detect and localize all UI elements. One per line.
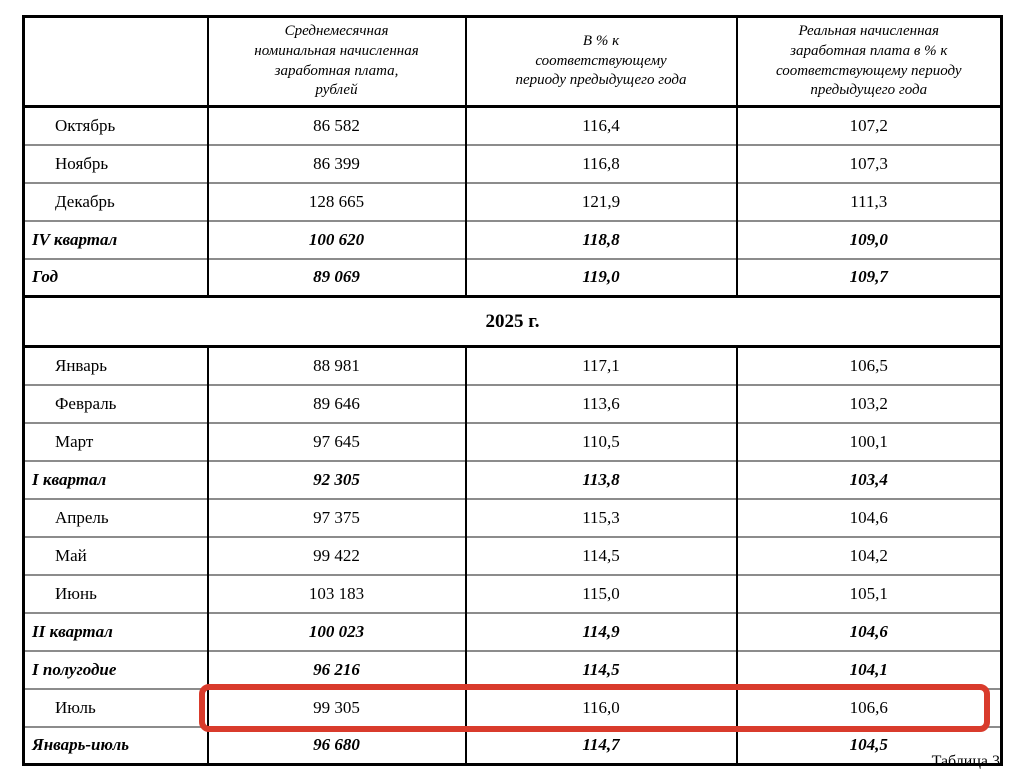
row-label: II квартал bbox=[23, 611, 208, 651]
cell-real: 106,5 bbox=[735, 346, 1002, 385]
row-label: Июль bbox=[23, 687, 208, 727]
cell-pct: 114,5 bbox=[464, 649, 737, 689]
cell-pct: 116,4 bbox=[464, 106, 737, 145]
cell-real: 107,2 bbox=[735, 106, 1002, 145]
cell-real: 106,6 bbox=[735, 687, 1002, 727]
table-row: Май 99 422 114,5 104,2 bbox=[23, 535, 1002, 575]
cell-real: 107,3 bbox=[735, 143, 1002, 183]
column-header-nominal-wage: Среднемесячная номинальная начисленная з… bbox=[206, 16, 466, 108]
cell-pct: 115,0 bbox=[464, 573, 737, 613]
cell-nominal: 86 399 bbox=[206, 143, 466, 183]
cell-pct: 114,9 bbox=[464, 611, 737, 651]
row-label: Год bbox=[23, 257, 208, 297]
cell-nominal: 89 646 bbox=[206, 383, 466, 423]
table-row-quarter-2: II квартал 100 023 114,9 104,6 bbox=[23, 611, 1002, 651]
cell-nominal: 99 422 bbox=[206, 535, 466, 575]
cell-real: 103,4 bbox=[735, 459, 1002, 499]
cell-pct: 116,8 bbox=[464, 143, 737, 183]
row-label: I квартал bbox=[23, 459, 208, 499]
header-row: Среднемесячная номинальная начисленная з… bbox=[23, 16, 1002, 108]
row-label: Январь-июль bbox=[23, 725, 208, 765]
cell-nominal: 99 305 bbox=[206, 687, 466, 727]
cell-nominal: 97 375 bbox=[206, 497, 466, 537]
row-label: Январь bbox=[55, 355, 108, 375]
cell-real: 104,2 bbox=[735, 535, 1002, 575]
cell-real: 104,1 bbox=[735, 649, 1002, 689]
row-label: Ноябрь bbox=[23, 143, 208, 183]
table-row: Апрель 97 375 115,3 104,6 bbox=[23, 497, 1002, 537]
row-label: Октябрь bbox=[55, 115, 116, 135]
row-label: Февраль bbox=[23, 383, 208, 423]
cell-nominal: 96 680 bbox=[206, 725, 466, 765]
cell-real: 104,5 bbox=[735, 725, 1002, 765]
data-table: Среднемесячная номинальная начисленная з… bbox=[22, 15, 1003, 766]
cell-pct: 117,1 bbox=[464, 346, 737, 385]
section-row-2025: 2025 г. bbox=[23, 295, 1002, 348]
table-row: Февраль 89 646 113,6 103,2 bbox=[23, 383, 1002, 423]
cell-nominal: 100 620 bbox=[206, 219, 466, 259]
cell-pct: 114,7 bbox=[464, 725, 737, 765]
row-label: IV квартал bbox=[23, 219, 208, 259]
cell-pct: 118,8 bbox=[464, 219, 737, 259]
cell-nominal: 100 023 bbox=[206, 611, 466, 651]
cell-nominal: 96 216 bbox=[206, 649, 466, 689]
cell-real: 104,6 bbox=[735, 497, 1002, 537]
cell-real: 109,7 bbox=[735, 257, 1002, 297]
row-label: I полугодие bbox=[23, 649, 208, 689]
table-row-half-year: I полугодие 96 216 114,5 104,1 bbox=[23, 649, 1002, 689]
row-label: Июнь bbox=[23, 573, 208, 613]
row-label: Май bbox=[23, 535, 208, 575]
cell-real: 105,1 bbox=[735, 573, 1002, 613]
row-label: Март bbox=[23, 421, 208, 461]
cell-pct: 113,8 bbox=[464, 459, 737, 499]
cell-real: 100,1 bbox=[735, 421, 1002, 461]
table-row: Июнь 103 183 115,0 105,1 bbox=[23, 573, 1002, 613]
column-header-period bbox=[23, 16, 208, 108]
cell-pct: 119,0 bbox=[464, 257, 737, 297]
cell-pct: 114,5 bbox=[464, 535, 737, 575]
table-row: Март 97 645 110,5 100,1 bbox=[23, 421, 1002, 461]
cell-nominal: 128 665 bbox=[206, 181, 466, 221]
cell-nominal: 88 981 bbox=[206, 346, 466, 385]
table-row-quarter-4: IV квартал 100 620 118,8 109,0 bbox=[23, 219, 1002, 259]
cell-real: 104,6 bbox=[735, 611, 1002, 651]
cell-real: 103,2 bbox=[735, 383, 1002, 423]
cell-real: 109,0 bbox=[735, 219, 1002, 259]
table-row-jan-jul-total: Январь-июль 96 680 114,7 104,5 bbox=[23, 725, 1002, 765]
cell-real: 111,3 bbox=[735, 181, 1002, 221]
table-row: Октябрь 86 582 116,4 107,2 bbox=[24, 106, 1002, 145]
section-title: 2025 г. bbox=[23, 295, 1002, 348]
cell-pct: 113,6 bbox=[464, 383, 737, 423]
table-caption: Таблица 3 bbox=[931, 753, 1000, 770]
table-row: Декабрь 128 665 121,9 111,3 bbox=[23, 181, 1002, 221]
column-header-real-wage: Реальная начисленная заработная плата в … bbox=[735, 16, 1002, 108]
row-label: Декабрь bbox=[23, 181, 208, 221]
table-row-july-highlighted: Июль 99 305 116,0 106,6 bbox=[23, 687, 1002, 727]
cell-nominal: 97 645 bbox=[206, 421, 466, 461]
cell-nominal: 86 582 bbox=[206, 106, 466, 145]
cell-pct: 110,5 bbox=[464, 421, 737, 461]
column-header-pct-prev-year: В % к соответствующему периоду предыдуще… bbox=[464, 16, 737, 108]
table-row-year-total: Год 89 069 119,0 109,7 bbox=[23, 257, 1002, 297]
row-label: Апрель bbox=[23, 497, 208, 537]
cell-nominal: 89 069 bbox=[206, 257, 466, 297]
table-row: Январь 88 981 117,1 106,5 bbox=[24, 346, 1002, 385]
cell-nominal: 92 305 bbox=[206, 459, 466, 499]
cell-pct: 115,3 bbox=[464, 497, 737, 537]
table-row: Ноябрь 86 399 116,8 107,3 bbox=[23, 143, 1002, 183]
table-row-quarter-1: I квартал 92 305 113,8 103,4 bbox=[23, 459, 1002, 499]
cell-pct: 121,9 bbox=[464, 181, 737, 221]
cell-pct: 116,0 bbox=[464, 687, 737, 727]
cell-nominal: 103 183 bbox=[206, 573, 466, 613]
